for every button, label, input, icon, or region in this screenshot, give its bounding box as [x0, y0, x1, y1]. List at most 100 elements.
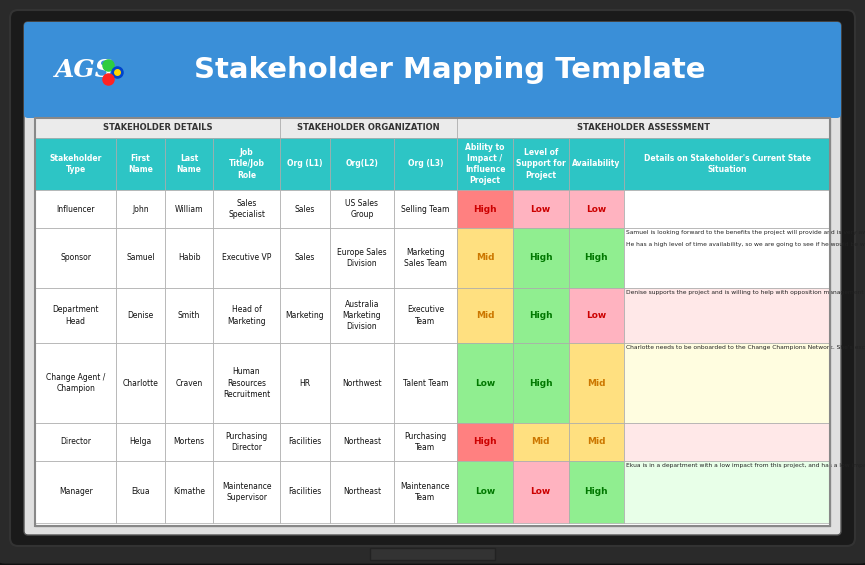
Bar — [35, 118, 279, 138]
FancyBboxPatch shape — [10, 10, 855, 546]
Bar — [330, 228, 394, 288]
Text: Talent Team: Talent Team — [403, 379, 448, 388]
Text: US Sales
Group: US Sales Group — [345, 199, 378, 219]
Bar — [330, 423, 394, 461]
Bar — [394, 288, 458, 343]
Bar — [394, 423, 458, 461]
Text: Habib: Habib — [178, 254, 201, 263]
Text: Executive VP: Executive VP — [221, 254, 272, 263]
Bar — [513, 423, 568, 461]
Bar — [214, 228, 279, 288]
Text: Denise supports the project and is willing to help with opposition management am: Denise supports the project and is willi… — [626, 290, 865, 295]
Text: Northeast: Northeast — [343, 437, 381, 446]
Bar — [330, 343, 394, 423]
Text: First
Name: First Name — [128, 154, 153, 174]
Bar — [394, 138, 458, 190]
Text: Director: Director — [61, 437, 91, 446]
Bar — [165, 461, 214, 523]
Text: Human
Resources
Recruitment: Human Resources Recruitment — [223, 367, 270, 398]
Bar — [568, 228, 625, 288]
Text: AGS: AGS — [55, 58, 114, 82]
Bar — [116, 423, 165, 461]
Text: Details on Stakeholder's Current State
Situation: Details on Stakeholder's Current State S… — [644, 154, 811, 174]
Bar — [35, 288, 116, 343]
Text: Executive
Team: Executive Team — [407, 306, 444, 325]
Text: High: High — [473, 437, 497, 446]
Bar — [35, 461, 116, 523]
Bar — [279, 461, 330, 523]
Text: Mortens: Mortens — [174, 437, 205, 446]
Bar — [330, 461, 394, 523]
Text: Level of
Support for
Project: Level of Support for Project — [516, 149, 566, 180]
Bar — [568, 343, 625, 423]
FancyBboxPatch shape — [24, 22, 841, 535]
Bar — [35, 228, 116, 288]
Bar — [279, 288, 330, 343]
Bar — [394, 343, 458, 423]
Bar — [513, 288, 568, 343]
Text: High: High — [585, 488, 608, 497]
Text: Ekua is in a department with a low impact from this project, and has a low impac: Ekua is in a department with a low impac… — [626, 463, 865, 468]
Bar — [214, 190, 279, 228]
Text: Marketing
Sales Team: Marketing Sales Team — [404, 248, 447, 268]
Text: Ability to
Impact /
Influence
Project: Ability to Impact / Influence Project — [465, 143, 505, 185]
Text: Craven: Craven — [176, 379, 202, 388]
Text: STAKEHOLDER ASSESSMENT: STAKEHOLDER ASSESSMENT — [577, 124, 710, 133]
Bar — [513, 138, 568, 190]
Bar — [214, 461, 279, 523]
Text: Northwest: Northwest — [342, 379, 381, 388]
Bar — [35, 343, 116, 423]
Text: Helga: Helga — [130, 437, 151, 446]
Text: Australia
Marketing
Division: Australia Marketing Division — [343, 300, 381, 331]
Bar — [116, 138, 165, 190]
Text: Low: Low — [530, 205, 551, 214]
Bar — [279, 138, 330, 190]
Bar — [28, 60, 837, 114]
Text: HR: HR — [299, 379, 311, 388]
Bar — [458, 138, 513, 190]
Text: Org (L3): Org (L3) — [407, 159, 443, 168]
Bar — [458, 461, 513, 523]
Bar — [330, 138, 394, 190]
Text: Low: Low — [586, 205, 606, 214]
Bar — [568, 423, 625, 461]
Bar — [116, 343, 165, 423]
Bar — [513, 228, 568, 288]
Text: Maintenance
Team: Maintenance Team — [400, 482, 450, 502]
Text: Samuel is looking forward to the benefits the project will provide and is very a: Samuel is looking forward to the benefit… — [626, 230, 865, 247]
Bar — [35, 138, 116, 190]
Bar — [458, 288, 513, 343]
Bar — [214, 138, 279, 190]
Bar — [625, 423, 830, 461]
Bar — [625, 228, 830, 288]
Text: Sponsor: Sponsor — [61, 254, 91, 263]
Bar — [330, 288, 394, 343]
Text: Last
Name: Last Name — [176, 154, 202, 174]
Bar — [165, 423, 214, 461]
Text: Denise: Denise — [127, 311, 154, 320]
Bar — [370, 548, 495, 560]
Bar — [279, 118, 458, 138]
Bar — [116, 228, 165, 288]
Bar — [279, 343, 330, 423]
Bar — [625, 343, 830, 423]
Text: Org (L1): Org (L1) — [287, 159, 323, 168]
Text: Mid: Mid — [476, 254, 494, 263]
Bar — [458, 228, 513, 288]
Text: STAKEHOLDER ORGANIZATION: STAKEHOLDER ORGANIZATION — [298, 124, 439, 133]
Text: Facilities: Facilities — [288, 488, 322, 497]
Bar — [116, 461, 165, 523]
Text: Job
Title/Job
Role: Job Title/Job Role — [228, 149, 265, 180]
Text: Head of
Marketing: Head of Marketing — [227, 306, 266, 325]
Text: Mid: Mid — [476, 311, 494, 320]
Bar — [513, 343, 568, 423]
Text: High: High — [473, 205, 497, 214]
Bar — [513, 461, 568, 523]
Text: STAKEHOLDER DETAILS: STAKEHOLDER DETAILS — [103, 124, 212, 133]
Bar — [35, 118, 830, 526]
Bar — [568, 288, 625, 343]
Text: Sales: Sales — [295, 205, 315, 214]
Bar — [568, 138, 625, 190]
Text: Marketing: Marketing — [285, 311, 324, 320]
Bar — [279, 190, 330, 228]
